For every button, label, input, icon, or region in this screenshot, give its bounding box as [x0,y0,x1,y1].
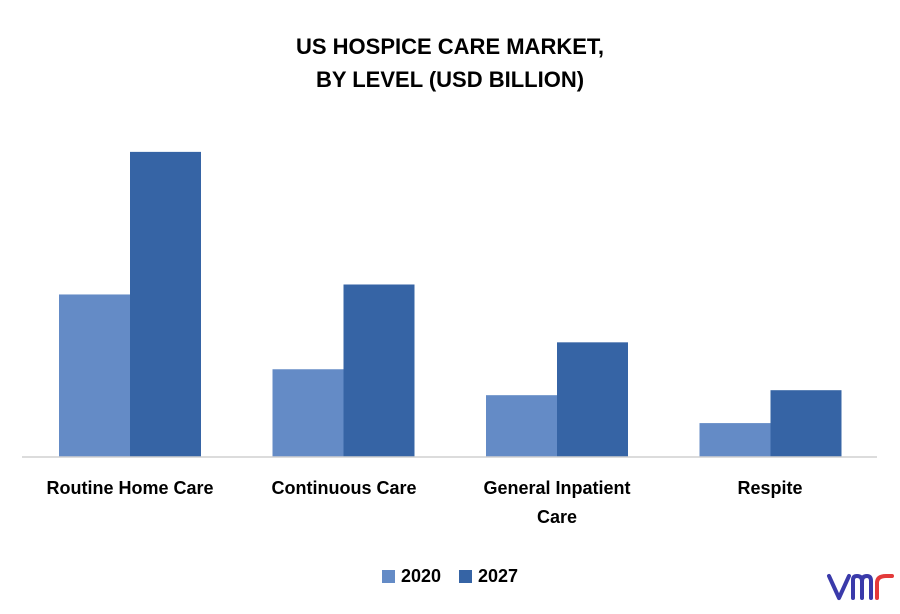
chart-title-line-2: BY LEVEL (USD BILLION) [315,67,585,92]
category-label-respite: Respite [737,478,803,498]
legend-label-2020: 2020 [400,566,441,586]
bar-routine-home-care-2027 [130,151,201,458]
bar-continuous-care-2020 [272,369,344,457]
legend-label-2027: 2027 [478,566,519,586]
legend-swatch-2027 [459,570,472,583]
chart-title-line-1: US HOSPICE CARE MARKET, [295,34,605,59]
legend-item-2020: 2020 [381,566,441,587]
chart-title: US HOSPICE CARE MARKET, BY LEVEL (USD BI… [0,30,900,96]
bar-respite-2027 [770,390,842,457]
bar-general-inpatient-care-2020 [486,395,557,457]
category-label-continuous-care: Continuous Care [271,478,417,498]
legend: 2020 2027 [0,566,900,587]
vmr-logo-icon [827,574,894,600]
bar-general-inpatient-care-2027 [557,342,628,457]
legend-item-2027: 2027 [459,566,518,587]
bars-group [59,151,842,458]
bar-respite-2020 [699,423,771,457]
bar-routine-home-care-2020 [59,294,130,457]
category-label-routine-home-care: Routine Home Care [46,478,214,498]
legend-swatch-2020 [381,570,395,583]
bar-continuous-care-2027 [343,284,415,457]
category-label-general-inpatient-care: General Inpatient Care [483,478,631,527]
